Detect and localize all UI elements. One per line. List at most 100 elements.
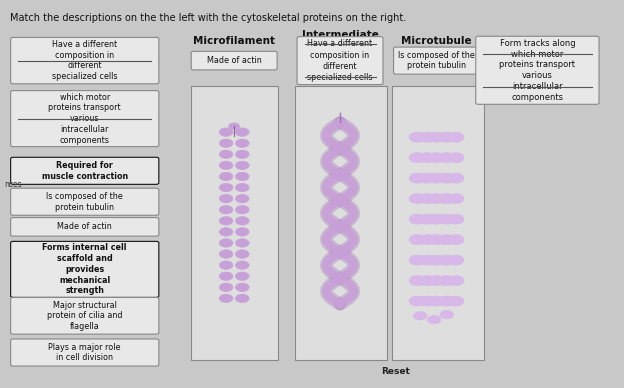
- Circle shape: [219, 139, 233, 147]
- FancyBboxPatch shape: [11, 157, 159, 184]
- Circle shape: [219, 172, 233, 181]
- Circle shape: [219, 261, 233, 269]
- Text: composition in: composition in: [311, 50, 369, 59]
- Circle shape: [429, 132, 445, 142]
- Circle shape: [419, 235, 435, 245]
- Circle shape: [419, 152, 435, 163]
- Circle shape: [409, 173, 426, 183]
- Text: Major structural
protein of cilia and
flagella: Major structural protein of cilia and fl…: [47, 301, 122, 331]
- Circle shape: [448, 194, 464, 204]
- Circle shape: [235, 194, 249, 203]
- Bar: [190, 86, 278, 360]
- Text: Form tracks along: Form tracks along: [500, 39, 575, 48]
- FancyBboxPatch shape: [11, 37, 159, 84]
- Circle shape: [419, 296, 435, 306]
- Circle shape: [448, 235, 464, 245]
- Circle shape: [409, 152, 426, 163]
- Circle shape: [448, 275, 464, 286]
- Circle shape: [235, 183, 249, 192]
- Circle shape: [438, 296, 454, 306]
- Circle shape: [235, 228, 249, 236]
- Circle shape: [235, 206, 249, 214]
- Text: which motor: which motor: [511, 50, 563, 59]
- Text: Have a different
composition in
different
specialized cells: Have a different composition in differen…: [52, 40, 117, 81]
- Circle shape: [429, 235, 445, 245]
- Circle shape: [427, 315, 441, 324]
- Circle shape: [235, 172, 249, 181]
- Circle shape: [429, 214, 445, 224]
- FancyBboxPatch shape: [191, 51, 277, 70]
- Circle shape: [219, 272, 233, 281]
- Circle shape: [219, 283, 233, 291]
- Circle shape: [409, 255, 426, 265]
- Circle shape: [413, 312, 427, 320]
- Circle shape: [219, 250, 233, 258]
- Circle shape: [429, 255, 445, 265]
- Circle shape: [235, 139, 249, 147]
- Circle shape: [438, 194, 454, 204]
- Bar: [295, 86, 387, 360]
- Circle shape: [235, 217, 249, 225]
- FancyBboxPatch shape: [11, 241, 159, 298]
- Circle shape: [219, 217, 233, 225]
- Text: Reset: Reset: [382, 367, 411, 376]
- Circle shape: [438, 173, 454, 183]
- Circle shape: [419, 214, 435, 224]
- Text: Microtubule: Microtubule: [401, 36, 472, 46]
- Circle shape: [419, 173, 435, 183]
- Circle shape: [219, 239, 233, 247]
- Circle shape: [438, 235, 454, 245]
- Circle shape: [219, 183, 233, 192]
- Circle shape: [219, 161, 233, 170]
- Circle shape: [448, 214, 464, 224]
- Text: Is composed of the
protein tubulin: Is composed of the protein tubulin: [398, 51, 475, 71]
- Circle shape: [448, 296, 464, 306]
- Text: proteins transport: proteins transport: [499, 61, 575, 69]
- Circle shape: [235, 283, 249, 291]
- Circle shape: [409, 275, 426, 286]
- Circle shape: [438, 255, 454, 265]
- Circle shape: [228, 123, 240, 130]
- Text: Microfilament: Microfilament: [193, 36, 275, 46]
- Circle shape: [409, 296, 426, 306]
- FancyBboxPatch shape: [475, 36, 599, 104]
- Circle shape: [438, 214, 454, 224]
- Circle shape: [419, 132, 435, 142]
- FancyBboxPatch shape: [11, 218, 159, 236]
- Circle shape: [219, 150, 233, 159]
- Text: intracellular: intracellular: [512, 82, 563, 91]
- Circle shape: [219, 194, 233, 203]
- Circle shape: [429, 173, 445, 183]
- Text: Intermediate
Filament: Intermediate Filament: [301, 31, 378, 52]
- Circle shape: [219, 294, 233, 303]
- Circle shape: [235, 272, 249, 281]
- Text: specialized cells: specialized cells: [307, 73, 373, 82]
- Circle shape: [419, 275, 435, 286]
- Circle shape: [235, 239, 249, 247]
- Circle shape: [409, 194, 426, 204]
- Text: which motor
proteins transport
various
intracellular
components: which motor proteins transport various i…: [49, 93, 121, 145]
- Circle shape: [235, 128, 249, 137]
- Circle shape: [419, 194, 435, 204]
- Text: components: components: [512, 93, 563, 102]
- Text: different: different: [323, 62, 358, 71]
- Bar: [392, 86, 484, 360]
- Circle shape: [429, 152, 445, 163]
- Text: Have a different: Have a different: [308, 39, 373, 48]
- Circle shape: [438, 275, 454, 286]
- Circle shape: [429, 296, 445, 306]
- Circle shape: [409, 235, 426, 245]
- Circle shape: [438, 152, 454, 163]
- Text: nces: nces: [4, 180, 21, 189]
- Text: Made of actin: Made of actin: [57, 222, 112, 231]
- Circle shape: [409, 132, 426, 142]
- Circle shape: [429, 275, 445, 286]
- Text: Match the descriptions on the the left with the cytoskeletal proteins on the rig: Match the descriptions on the the left w…: [10, 13, 406, 23]
- Text: Forms internal cell
scaffold and
provides
mechanical
strength: Forms internal cell scaffold and provide…: [42, 243, 127, 295]
- FancyBboxPatch shape: [11, 298, 159, 334]
- Circle shape: [235, 294, 249, 303]
- Circle shape: [219, 128, 233, 137]
- Text: Is composed of the
protein tubulin: Is composed of the protein tubulin: [46, 192, 123, 211]
- Circle shape: [438, 132, 454, 142]
- FancyBboxPatch shape: [394, 47, 479, 74]
